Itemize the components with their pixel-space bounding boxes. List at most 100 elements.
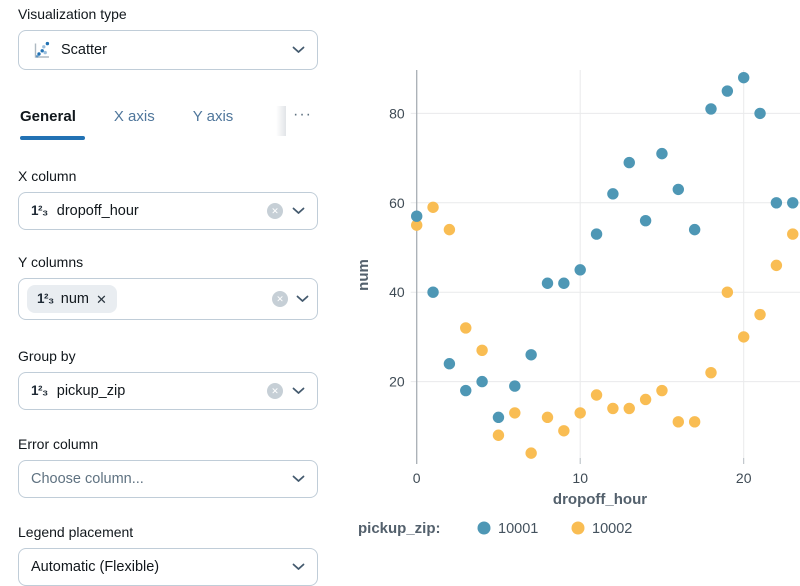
scatter-point-10001 — [787, 197, 799, 209]
y-tick-label: 40 — [389, 284, 405, 300]
more-tabs-button[interactable]: ··· — [293, 106, 312, 123]
numeric-type-icon: 1²₃ — [31, 203, 48, 219]
group-by-label: Group by — [18, 348, 76, 364]
scatter-point-10002 — [443, 223, 456, 236]
scatter-point-10001 — [541, 277, 554, 289]
scatter-point-10001 — [492, 411, 505, 424]
remove-chip-icon[interactable]: ✕ — [95, 291, 107, 307]
legend-label-10001[interactable]: 10001 — [498, 521, 538, 537]
scatter-point-10001 — [558, 277, 570, 289]
legend-placement-value: Automatic (Flexible) — [31, 559, 160, 575]
x-column-select[interactable]: 1²₃ dropoff_hour ✕ — [18, 192, 318, 230]
numeric-type-icon: 1²₃ — [31, 383, 48, 399]
scatter-point-10001 — [721, 85, 734, 97]
chevron-down-icon — [292, 46, 305, 54]
scatter-point-10002 — [688, 416, 701, 428]
scatter-point-10001 — [754, 107, 766, 120]
clear-icon[interactable]: ✕ — [272, 291, 288, 307]
scatter-point-10001 — [656, 147, 668, 160]
x-tick-label: 0 — [413, 470, 421, 486]
viz-type-label: Visualization type — [18, 6, 127, 22]
scatter-point-10002 — [787, 228, 799, 240]
scatter-point-10002 — [639, 393, 652, 406]
scatter-point-10001 — [705, 103, 717, 115]
scatter-point-10001 — [672, 183, 684, 196]
scatter-point-10001 — [639, 214, 652, 227]
scatter-point-10001 — [525, 349, 537, 361]
legend-placement-select[interactable]: Automatic (Flexible) — [18, 548, 318, 586]
scatter-point-10001 — [476, 375, 488, 388]
legend-swatch-10002[interactable] — [571, 521, 585, 535]
x-column-value: dropoff_hour — [56, 203, 139, 219]
scatter-point-10002 — [460, 322, 472, 334]
scatter-point-10001 — [590, 228, 603, 240]
scatter-point-10002 — [541, 411, 554, 424]
numeric-type-icon: 1²₃ — [37, 291, 54, 307]
scatter-point-10002 — [427, 201, 439, 213]
x-tick-label: 20 — [736, 470, 752, 486]
scatter-point-10002 — [721, 286, 734, 298]
scatter-point-10001 — [607, 188, 619, 200]
y-columns-select[interactable]: 1²₃ num ✕ ✕ — [18, 278, 318, 320]
chevron-down-icon — [296, 295, 309, 303]
scatter-point-10002 — [476, 344, 488, 357]
scatter-point-10002 — [738, 331, 750, 343]
legend-title: pickup_zip: — [358, 520, 441, 537]
scatter-chart-icon — [31, 40, 52, 61]
y-axis-title: num — [355, 259, 372, 291]
tab-scroll-fade — [276, 106, 286, 136]
scatter-point-10002 — [574, 407, 586, 419]
y-tick-label: 80 — [389, 105, 405, 121]
scatter-point-10001 — [623, 156, 635, 169]
scatter-point-10002 — [525, 447, 537, 459]
scatter-point-10001 — [443, 358, 456, 370]
clear-icon[interactable]: ✕ — [267, 203, 283, 219]
scatter-point-10002 — [770, 259, 783, 272]
chevron-down-icon — [292, 563, 305, 571]
error-column-placeholder: Choose column... — [31, 471, 144, 487]
x-column-label: X column — [18, 168, 77, 184]
error-column-select[interactable]: Choose column... — [18, 460, 318, 498]
tab-bar: General X axis Y axis — [20, 108, 318, 142]
scatter-point-10001 — [574, 264, 586, 276]
error-column-section: Error column Choose column... — [18, 436, 318, 498]
scatter-point-10002 — [411, 219, 423, 231]
viz-type-value: Scatter — [61, 42, 107, 58]
scatter-point-10002 — [656, 384, 668, 397]
scatter-point-10001 — [411, 210, 423, 222]
scatter-point-10002 — [754, 308, 766, 321]
scatter-point-10002 — [672, 416, 684, 428]
chevron-down-icon — [292, 475, 305, 483]
scatter-point-10002 — [623, 402, 635, 415]
x-axis-title: dropoff_hour — [553, 491, 647, 508]
tab-y-axis[interactable]: Y axis — [192, 108, 234, 125]
legend-label-10002[interactable]: 10002 — [592, 521, 632, 537]
viz-type-select[interactable]: Scatter — [18, 30, 318, 70]
tab-general[interactable]: General — [20, 108, 76, 125]
group-by-select[interactable]: 1²₃ pickup_zip ✕ — [18, 372, 318, 410]
y-column-chip-value: num — [60, 291, 89, 307]
tab-x-axis[interactable]: X axis — [113, 108, 155, 125]
legend-placement-section: Legend placement Automatic (Flexible) — [18, 524, 318, 586]
y-tick-label: 20 — [389, 374, 405, 390]
clear-icon[interactable]: ✕ — [267, 383, 283, 399]
y-column-chip[interactable]: 1²₃ num ✕ — [27, 285, 117, 313]
scatter-point-10001 — [738, 71, 750, 84]
scatter-point-10001 — [460, 384, 472, 397]
active-tab-indicator — [20, 136, 85, 140]
scatter-point-10002 — [509, 407, 521, 419]
legend-swatch-10001[interactable] — [477, 521, 491, 535]
scatter-point-10002 — [607, 402, 619, 415]
scatter-point-10001 — [509, 380, 521, 392]
y-columns-label: Y columns — [18, 254, 84, 270]
scatter-point-10002 — [705, 366, 717, 379]
error-column-label: Error column — [18, 436, 99, 452]
scatter-point-10002 — [590, 389, 603, 401]
scatter-chart: 20 40 60 80 0 10 20 num dropoff_hour pickup_zip: 1… — [355, 70, 800, 537]
legend-placement-label: Legend placement — [18, 524, 134, 540]
scatter-point-10001 — [427, 286, 439, 298]
chevron-down-icon — [292, 387, 305, 395]
chevron-down-icon — [292, 207, 305, 215]
scatter-point-10002 — [558, 425, 570, 437]
scatter-point-10002 — [492, 429, 505, 441]
